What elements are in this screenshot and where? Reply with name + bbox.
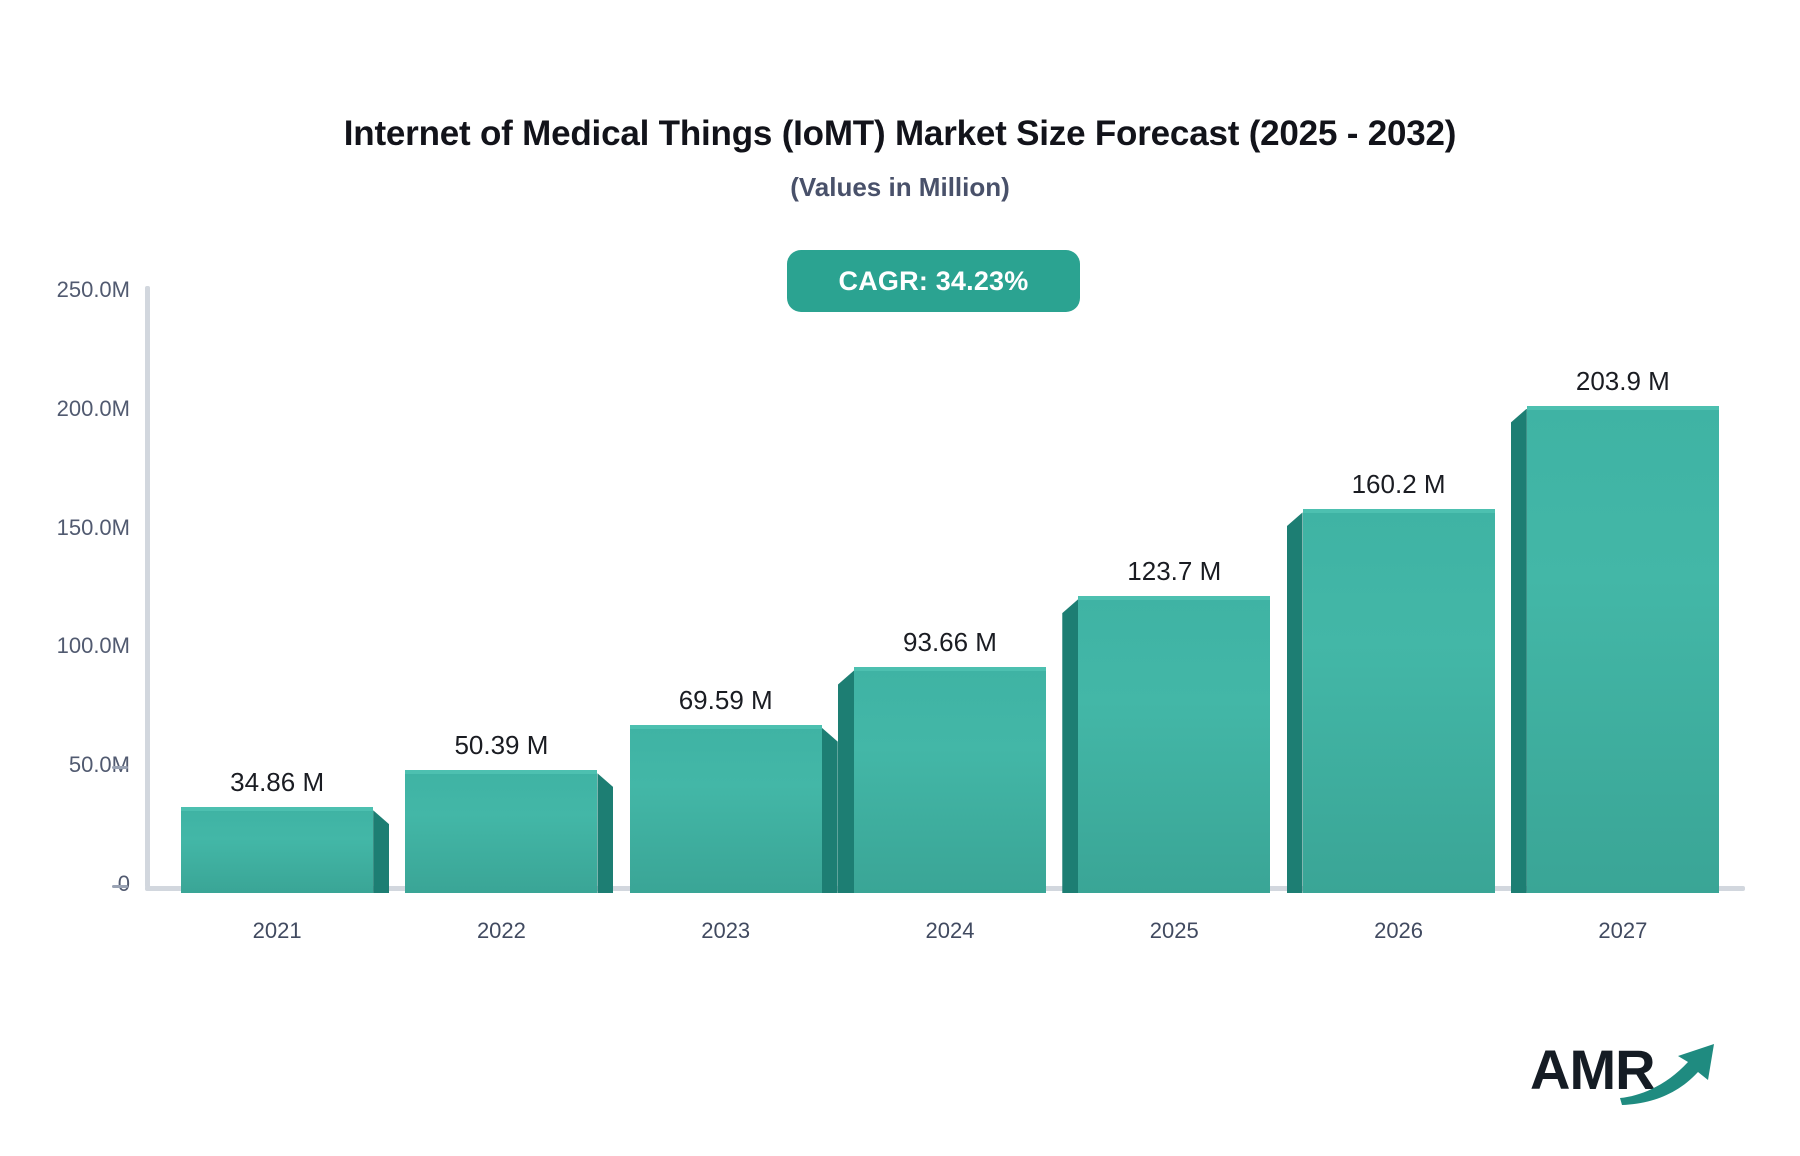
bar-side-panel: [821, 727, 838, 893]
bar-side-panel: [1286, 512, 1303, 893]
bar: 93.66 M: [838, 627, 1046, 893]
bar-face: [1526, 408, 1719, 893]
x-axis-tick-label: 2023: [701, 918, 751, 943]
bar-side-panel: [597, 773, 614, 893]
bar: 203.9 M: [1510, 366, 1719, 893]
y-axis-tick-label: 50.0M: [68, 752, 130, 778]
plot-area: 34.86 M 50.39 M 69.59 M 93.66 M 123.7 M 160.2…: [145, 286, 1745, 898]
bar: 50.39 M: [405, 730, 614, 893]
bar-value-label: 34.86 M: [230, 767, 325, 798]
bar: 34.86 M: [181, 767, 390, 893]
bar-face: [181, 810, 374, 893]
cagr-badge: CAGR: 34.23%: [787, 250, 1080, 312]
x-axis-tick-label: 2024: [925, 918, 975, 943]
bar: 160.2 M: [1286, 469, 1495, 893]
bar-top-cap: [405, 770, 598, 775]
bar-top-cap: [1302, 509, 1495, 514]
bar-face: [629, 727, 822, 893]
bar-side-panel: [373, 810, 390, 893]
y-axis-tick-label: 150.0M: [56, 514, 130, 540]
bar-value-label: 160.2 M: [1351, 469, 1446, 500]
bar-face: [1078, 599, 1271, 893]
y-axis-tick-mark: [112, 766, 128, 770]
bar-face: [405, 773, 598, 893]
bar-top-cap: [181, 807, 374, 812]
x-axis-tick-label: 2021: [252, 918, 302, 943]
chart-title: Internet of Medical Things (IoMT) Market…: [343, 114, 1457, 153]
bar-side-panel: [1510, 408, 1527, 893]
bar-face: [1302, 512, 1495, 893]
bar-side-panel: [838, 670, 854, 893]
bar-top-cap: [1078, 596, 1271, 601]
bar-face: [854, 670, 1046, 893]
growth-arrow-icon: [1616, 1036, 1726, 1106]
amr-logo: AMR: [1530, 1040, 1720, 1110]
x-axis-tick-label: 2026: [1374, 918, 1424, 943]
bar-top-cap: [629, 724, 822, 729]
bar-top-cap: [1526, 405, 1719, 410]
bar: 123.7 M: [1062, 556, 1271, 893]
y-axis-tick-label: 100.0M: [56, 633, 130, 659]
y-axis-tick-label: 250.0M: [56, 277, 130, 302]
cagr-badge-label: CAGR: 34.23%: [838, 265, 1029, 296]
bar-value-label: 93.66 M: [903, 627, 997, 658]
y-axis-tick-mark: [112, 885, 128, 888]
bar-top-cap: [854, 667, 1046, 672]
bar-value-label: 123.7 M: [1127, 556, 1222, 587]
y-axis-tick-label: 200.0M: [56, 395, 130, 421]
bar-side-panel: [1062, 599, 1079, 893]
bar-value-label: 69.59 M: [678, 684, 773, 715]
x-axis-tick-label: 2022: [476, 918, 526, 943]
chart-subtitle: (Values in Million): [790, 172, 1010, 202]
y-axis-line: [145, 286, 150, 888]
y-axis-tick-label: 0: [117, 871, 130, 896]
bar-value-label: 50.39 M: [454, 730, 549, 761]
x-axis-tick-label: 2025: [1149, 918, 1199, 943]
bar-value-label: 203.9 M: [1575, 365, 1670, 396]
amr-logo-text: AMR: [1530, 1038, 1656, 1101]
bar: 69.59 M: [629, 685, 838, 893]
x-axis-tick-label: 2027: [1598, 918, 1648, 943]
